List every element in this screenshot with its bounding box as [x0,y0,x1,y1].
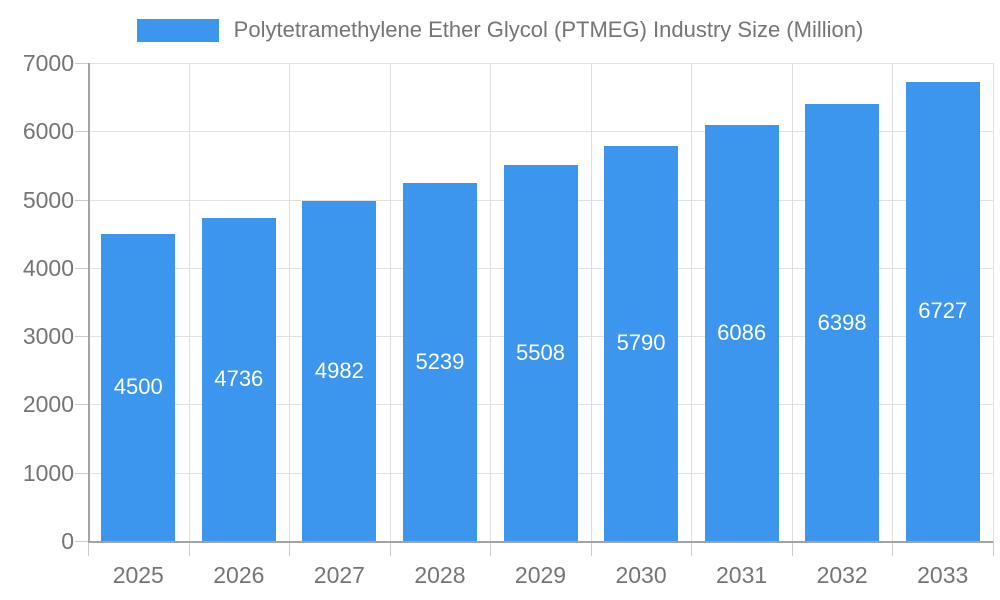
x-axis-tick [188,541,190,556]
y-axis-tick [75,199,88,201]
x-axis-tick-label: 2026 [213,562,265,588]
bar[interactable]: 5239 [402,183,477,541]
x-axis-tick [691,541,693,556]
y-axis-tick [75,63,88,64]
x-axis-tick-label: 2028 [414,562,466,588]
legend-color-swatch [136,18,219,42]
gridline-horizontal [88,63,993,64]
legend-label: Polytetramethylene Ether Glycol (PTMEG) … [233,17,864,42]
bar-value-label: 4500 [113,374,163,400]
gridline-vertical [791,63,793,541]
x-axis-tick-label: 2033 [917,562,969,588]
y-axis-tick-label: 3000 [22,323,74,350]
x-axis-tick [389,541,391,556]
y-axis-tick-label: 1000 [22,459,74,486]
y-axis-tick [75,336,88,338]
bar[interactable]: 5790 [604,145,679,541]
y-axis-tick [75,541,88,542]
y-axis-tick [75,131,88,133]
y-axis-line [88,63,90,541]
x-axis-tick-label: 2030 [615,562,667,588]
bar-value-label: 6086 [717,320,767,346]
bar[interactable]: 6398 [805,104,880,541]
bar-value-label: 4736 [214,366,264,392]
x-axis-line [88,541,993,543]
x-axis-tick [289,541,291,556]
x-axis-tick [791,541,793,556]
x-axis-tick [88,541,89,556]
legend-item[interactable]: Polytetramethylene Ether Glycol (PTMEG) … [0,17,1000,43]
x-axis-tick-label: 2031 [716,562,768,588]
bar[interactable]: 6727 [905,81,980,541]
y-axis-tick-label: 0 [61,528,74,554]
bar-value-label: 5239 [415,349,465,375]
gridline-vertical [993,63,994,541]
y-axis-tick-label: 6000 [22,118,74,145]
gridline-vertical [691,63,693,541]
gridline-vertical [590,63,592,541]
x-axis-tick-label: 2029 [514,562,567,588]
y-axis-tick-label: 2000 [22,391,74,418]
gridline-vertical [188,63,190,541]
x-axis-tick [590,541,592,556]
bar-value-label: 5508 [516,339,565,365]
x-axis-tick-label: 2027 [313,562,365,588]
gridline-vertical [892,63,894,541]
bar[interactable]: 4982 [302,200,377,541]
bar[interactable]: 4500 [101,233,176,541]
bar[interactable]: 4736 [201,217,276,541]
x-axis-tick [490,541,492,556]
bar[interactable]: 6086 [704,125,779,541]
y-axis-tick-label: 7000 [22,50,74,76]
gridline-vertical [289,63,291,541]
bar-value-label: 6398 [817,309,867,335]
gridline-vertical [389,63,391,541]
x-axis-tick-label: 2025 [112,562,164,588]
y-axis-tick-label: 4000 [22,254,74,281]
bar-value-label: 4982 [314,357,364,383]
y-axis-tick [75,267,88,269]
bar[interactable]: 5508 [503,164,578,541]
bar-value-label: 5790 [616,330,666,356]
gridline-vertical [490,63,492,541]
x-axis-tick-label: 2032 [816,562,868,588]
x-axis-tick [993,541,994,556]
gridline-horizontal [88,131,993,133]
y-axis-tick [75,404,88,406]
bar-value-label: 6727 [918,298,968,324]
y-axis-tick [75,472,88,474]
x-axis-tick [892,541,894,556]
y-axis-tick-label: 5000 [22,186,74,213]
